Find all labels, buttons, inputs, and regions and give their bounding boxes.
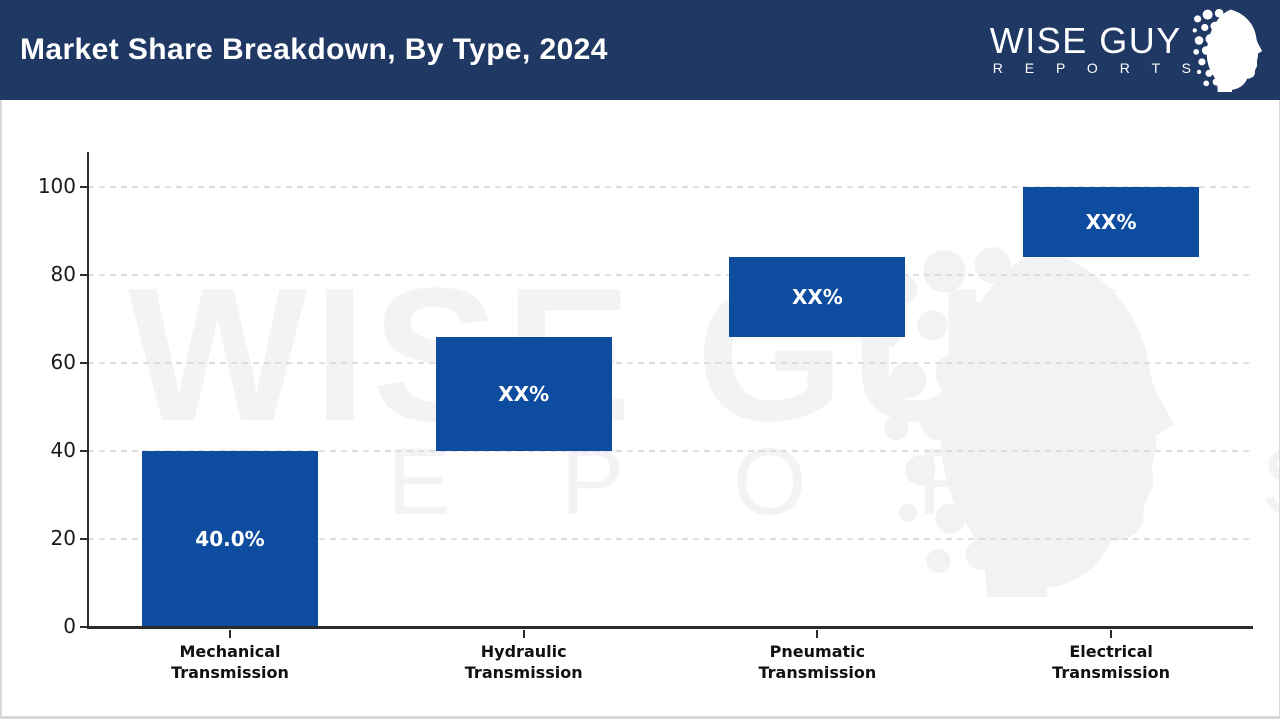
category-label-line2: Transmission [1052, 663, 1170, 682]
y-tick-label: 20 [50, 526, 76, 550]
head-profile-icon [1184, 6, 1270, 92]
y-tick-mark [80, 538, 88, 540]
category-label: Pneumatic Transmission [707, 641, 927, 683]
bar-value-label: 40.0% [195, 527, 265, 551]
x-tick-mark [816, 630, 819, 638]
category-label: Hydraulic Transmission [414, 641, 634, 683]
y-tick-label: 0 [63, 614, 76, 638]
brand-subtext: R E P O R T S [992, 60, 1200, 77]
chart-area: WISE GUY R E P O R T S 0 20 40 60 80 100 40.0%… [0, 100, 1280, 720]
y-axis-line [87, 152, 89, 629]
brand-logo: WISE GUY R E P O R T S [990, 6, 1270, 92]
category-label-line2: Transmission [758, 663, 877, 682]
bar-value-label: XX% [1085, 209, 1137, 234]
category-label-line1: Pneumatic [769, 642, 866, 661]
x-tick-mark [522, 630, 525, 638]
category-label-line1: Hydraulic [480, 642, 567, 661]
category-label-line1: Electrical [1069, 642, 1153, 661]
right-border [1278, 100, 1280, 718]
bar-value-label: XX% [791, 284, 843, 309]
y-tick-mark [80, 362, 88, 364]
gridline [88, 362, 1253, 364]
bar-segment: XX% [435, 337, 612, 451]
brand-logo-text: WISE GUY R E P O R T S [989, 19, 1200, 77]
y-tick-mark [80, 274, 88, 276]
category-label-line2: Transmission [171, 663, 289, 682]
brand-wordmark: WISE GUY [989, 19, 1182, 61]
y-tick-label: 80 [50, 262, 76, 286]
gridline [88, 186, 1253, 188]
category-label-line1: Mechanical [179, 642, 281, 661]
bar-value-label: XX% [498, 382, 550, 407]
category-label-line2: Transmission [464, 663, 583, 682]
y-tick-mark [80, 626, 88, 628]
y-tick-label: 60 [50, 350, 76, 374]
y-tick-mark [80, 186, 88, 188]
x-tick-mark [229, 630, 231, 638]
bar-segment: XX% [1023, 187, 1200, 257]
gridline [88, 274, 1253, 276]
bar-segment: XX% [729, 256, 906, 338]
gridline [88, 538, 1253, 540]
bar-segment: 40.0% [142, 451, 318, 627]
page-title: Market Share Breakdown, By Type, 2024 [20, 33, 608, 66]
x-axis-line [87, 626, 1253, 629]
category-label: Electrical Transmission [1001, 641, 1221, 683]
y-tick-mark [80, 450, 88, 452]
category-label: Mechanical Transmission [120, 641, 340, 683]
header-banner: Market Share Breakdown, By Type, 2024 WI… [0, 0, 1280, 100]
y-tick-label: 40 [50, 438, 76, 462]
bottom-border [0, 716, 1280, 719]
y-tick-label: 100 [37, 174, 76, 198]
x-tick-mark [1110, 630, 1113, 638]
left-border [0, 100, 2, 718]
gridline [88, 450, 1253, 452]
